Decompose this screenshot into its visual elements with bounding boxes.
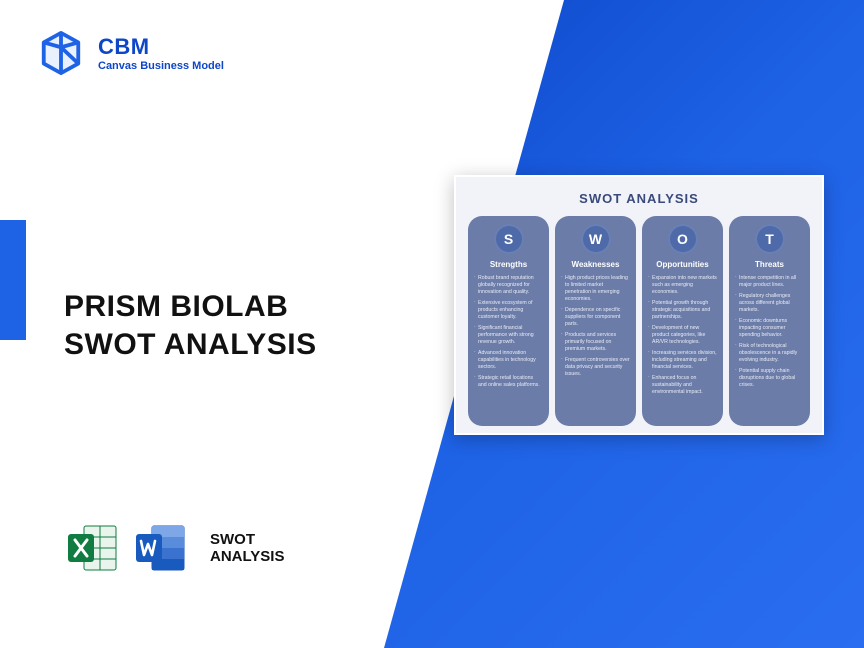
icons-label: SWOT ANALYSIS bbox=[210, 531, 284, 566]
page-title: PRISM BIOLAB SWOT ANALYSIS bbox=[64, 288, 317, 363]
swot-item: Regulatory challenges across different g… bbox=[735, 293, 804, 314]
swot-column: O Opportunities Expansion into new markets… bbox=[642, 216, 723, 426]
title-line-2: SWOT ANALYSIS bbox=[64, 326, 317, 364]
swot-item-list: Intense competition in all major product… bbox=[735, 275, 804, 389]
promo-slide: CBM Canvas Business Model PRISM BIOLAB S… bbox=[0, 0, 864, 648]
swot-item: Enhanced focus on sustainability and env… bbox=[648, 375, 717, 396]
brand-logo-text: CBM Canvas Business Model bbox=[98, 34, 224, 72]
swot-card-title: SWOT ANALYSIS bbox=[468, 191, 810, 206]
brand-tagline: Canvas Business Model bbox=[98, 60, 224, 72]
swot-preview-card: SWOT ANALYSIS S Strengths Robust brand rep… bbox=[454, 175, 824, 435]
cbm-logo-icon bbox=[38, 30, 84, 76]
swot-item-list: High product prices leading to limited m… bbox=[561, 275, 630, 378]
swot-item: Significant financial performance with s… bbox=[474, 325, 543, 346]
swot-column-heading: Strengths bbox=[474, 260, 543, 269]
swot-item: Intense competition in all major product… bbox=[735, 275, 804, 289]
swot-columns: S Strengths Robust brand reputation global… bbox=[468, 216, 810, 426]
brand-logo: CBM Canvas Business Model bbox=[38, 30, 224, 76]
swot-item: Development of new product categories, l… bbox=[648, 325, 717, 346]
swot-item-list: Robust brand reputation globally recogni… bbox=[474, 275, 543, 389]
swot-item-list: Expansion into new markets such as emerg… bbox=[648, 275, 717, 396]
swot-item: Robust brand reputation globally recogni… bbox=[474, 275, 543, 296]
left-accent-bar bbox=[0, 220, 26, 340]
swot-column-heading: Weaknesses bbox=[561, 260, 630, 269]
swot-item: Frequent controversies over data privacy… bbox=[561, 357, 630, 378]
swot-item: Dependence on specific suppliers for com… bbox=[561, 307, 630, 328]
swot-letter-circle: T bbox=[755, 224, 785, 254]
swot-item: Increasing services division, including … bbox=[648, 350, 717, 371]
title-line-1: PRISM BIOLAB bbox=[64, 288, 317, 326]
brand-abbr: CBM bbox=[98, 34, 224, 60]
file-format-icons: SWOT ANALYSIS bbox=[64, 520, 284, 576]
swot-item: Strategic retail locations and online sa… bbox=[474, 375, 543, 389]
swot-column: S Strengths Robust brand reputation global… bbox=[468, 216, 549, 426]
swot-item: Advanced innovation capabilities in tech… bbox=[474, 350, 543, 371]
swot-column-heading: Opportunities bbox=[648, 260, 717, 269]
swot-item: Products and services primarily focused … bbox=[561, 332, 630, 353]
swot-item: High product prices leading to limited m… bbox=[561, 275, 630, 303]
swot-column-heading: Threats bbox=[735, 260, 804, 269]
swot-letter-circle: S bbox=[494, 224, 524, 254]
swot-item: Extensive ecosystem of products enhancin… bbox=[474, 300, 543, 321]
icons-label-line-2: ANALYSIS bbox=[210, 548, 284, 565]
word-icon bbox=[132, 520, 188, 576]
swot-item: Risk of technological obsolescence in a … bbox=[735, 343, 804, 364]
swot-letter-circle: O bbox=[668, 224, 698, 254]
icons-label-line-1: SWOT bbox=[210, 531, 284, 548]
swot-item: Potential supply chain disruptions due t… bbox=[735, 368, 804, 389]
excel-icon bbox=[64, 520, 120, 576]
swot-column: T Threats Intense competition in all major… bbox=[729, 216, 810, 426]
swot-column: W Weaknesses High product prices leading t… bbox=[555, 216, 636, 426]
swot-letter-circle: W bbox=[581, 224, 611, 254]
swot-item: Expansion into new markets such as emerg… bbox=[648, 275, 717, 296]
swot-item: Economic downturns impacting consumer sp… bbox=[735, 318, 804, 339]
swot-item: Potential growth through strategic acqui… bbox=[648, 300, 717, 321]
